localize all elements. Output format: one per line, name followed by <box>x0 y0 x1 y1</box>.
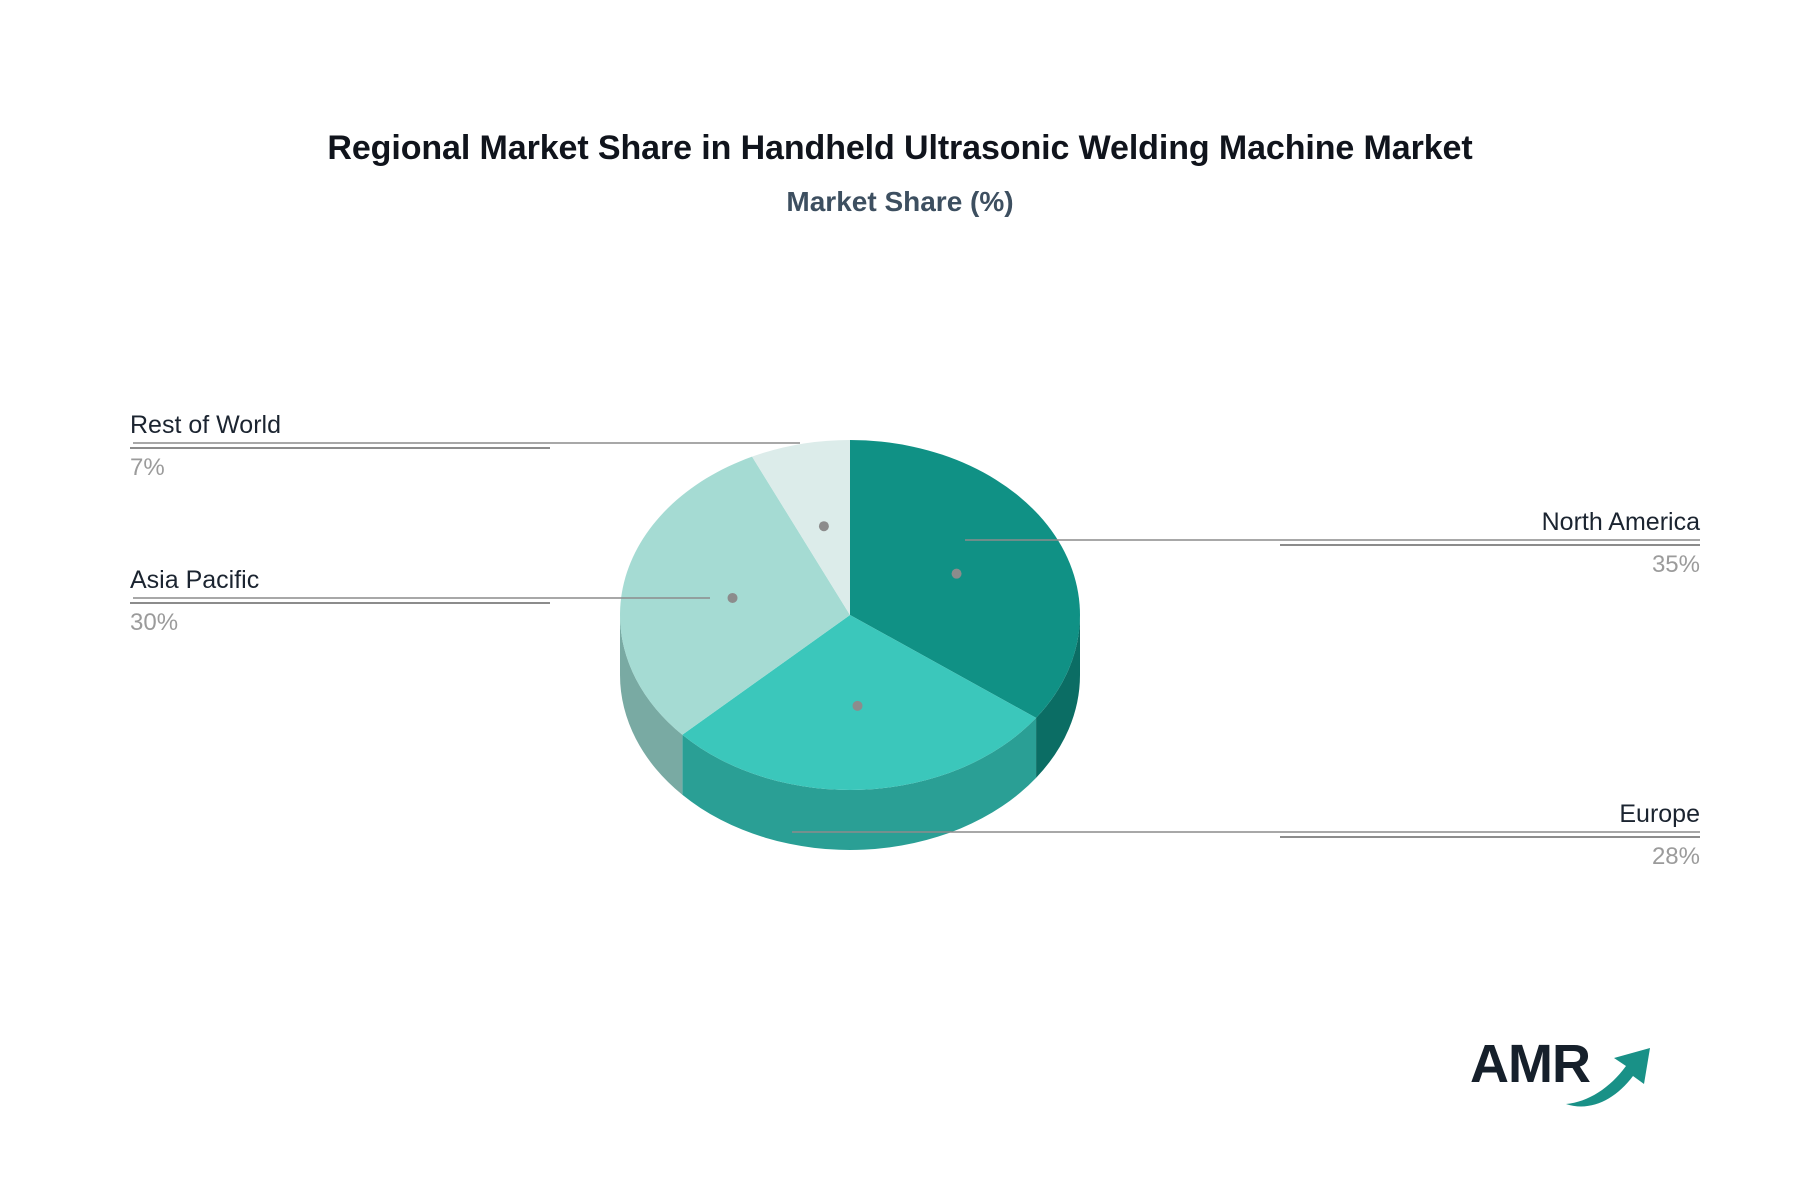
anchor-dot-rest-of-world <box>818 521 829 532</box>
callout-label-north-america: North America <box>1541 508 1700 536</box>
pie-svg <box>620 440 1080 850</box>
amr-logo-svg: AMR <box>1470 1034 1650 1107</box>
callout-rule-europe <box>1280 836 1700 839</box>
growth-arrow-icon <box>1566 1048 1650 1107</box>
chart-subtitle: Market Share (%) <box>786 185 1014 217</box>
callout-rule-rest-of-world <box>130 447 550 450</box>
callout-rule-north-america <box>1280 544 1700 547</box>
pie-depth-asia-pacific <box>620 615 683 795</box>
anchor-dot-north-america <box>951 568 962 579</box>
amr-logo: AMR <box>1470 1030 1660 1115</box>
callout-north-america: North America 35% <box>1280 507 1700 580</box>
callout-value-asia-pacific: 30% <box>130 609 179 637</box>
anchor-dot-asia-pacific <box>727 592 738 603</box>
title-block: Regional Market Share in Handheld Ultras… <box>0 128 1800 218</box>
callout-europe: Europe 28% <box>1280 799 1700 872</box>
callout-value-north-america: 35% <box>1651 551 1700 579</box>
callout-label-asia-pacific: Asia Pacific <box>130 566 260 594</box>
callout-asia-pacific: Asia Pacific 30% <box>130 565 550 638</box>
callout-rest-of-world: Rest of World 7% <box>130 410 550 483</box>
callout-value-europe: 28% <box>1651 843 1700 871</box>
page-title: Regional Market Share in Handheld Ultras… <box>327 129 1473 167</box>
pie-top-face-group <box>620 440 1080 790</box>
callout-rule-asia-pacific <box>130 602 550 605</box>
callout-label-rest-of-world: Rest of World <box>130 411 281 439</box>
pie-depth-north-america <box>1036 615 1080 778</box>
leader-anchor-dots <box>727 521 962 711</box>
pie-chart <box>560 360 1240 960</box>
amr-logo-text: AMR <box>1470 1034 1590 1094</box>
pie-depth-group <box>620 615 1080 850</box>
callout-label-europe: Europe <box>1619 800 1700 828</box>
pie-slice-north-america[interactable] <box>850 440 1080 718</box>
callout-value-rest-of-world: 7% <box>130 454 165 482</box>
pie-depth-europe <box>682 717 1037 850</box>
pie-slice-rest-of-world[interactable] <box>752 440 850 615</box>
anchor-dot-europe <box>852 700 863 711</box>
